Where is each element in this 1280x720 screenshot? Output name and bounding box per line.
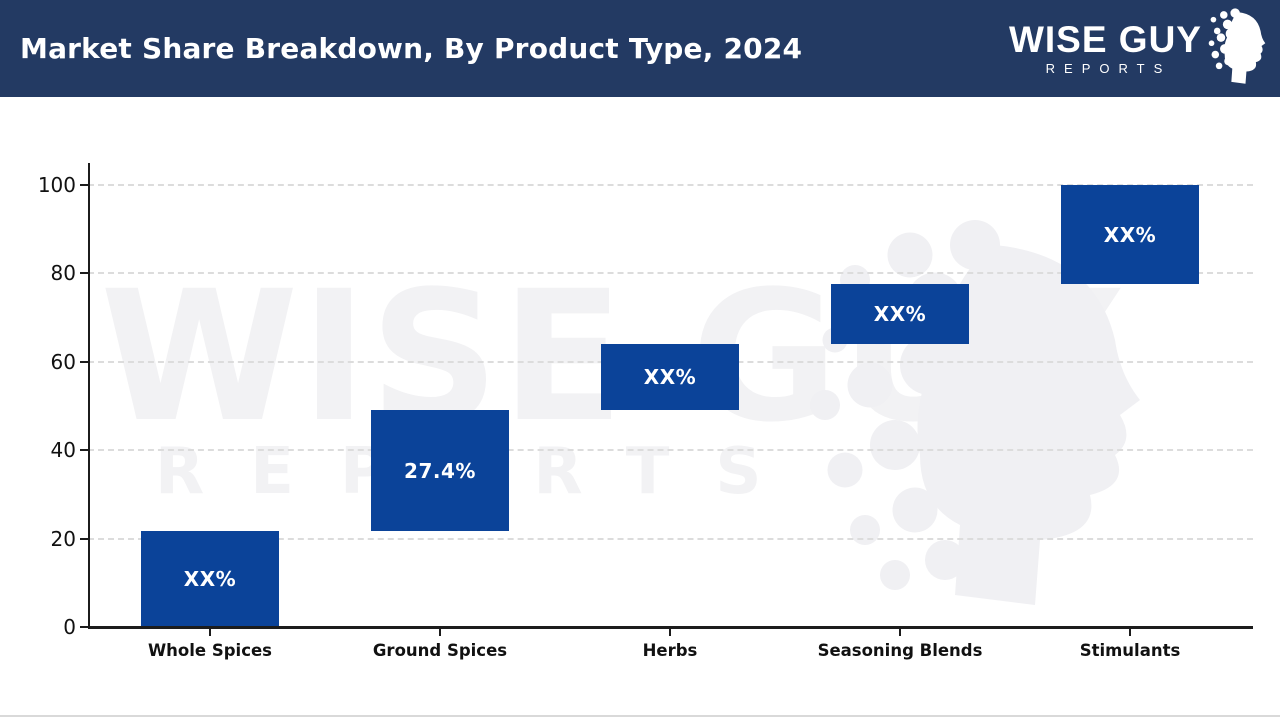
page-title: Market Share Breakdown, By Product Type,… <box>20 32 803 65</box>
y-tick-label: 40 <box>50 438 76 463</box>
x-axis-tick <box>439 627 441 636</box>
x-category-label: Stimulants <box>1079 641 1181 660</box>
x-axis <box>88 626 1253 629</box>
y-axis-tick <box>80 449 88 452</box>
bar-value-label: XX% <box>643 364 697 389</box>
y-axis-tick <box>80 272 88 275</box>
grid-line <box>88 537 1253 540</box>
y-tick-label: 20 <box>50 526 76 551</box>
bar-segment-herbs: XX% <box>601 343 739 410</box>
head-profile-icon <box>1204 7 1270 90</box>
y-axis-tick <box>80 537 88 540</box>
bar-segment-stimulants: XX% <box>1061 185 1199 284</box>
header-bar: Market Share Breakdown, By Product Type,… <box>0 0 1280 97</box>
y-axis-tick <box>80 626 88 628</box>
footer-divider <box>0 715 1280 717</box>
logo-subtitle: REPORTS <box>1045 61 1172 76</box>
grid-line <box>88 184 1253 186</box>
bar-segment-seasoning-blends: XX% <box>831 284 969 344</box>
x-axis-tick <box>899 627 901 636</box>
bar-segment-ground-spices: 27.4% <box>371 409 509 532</box>
x-axis-tick <box>1129 627 1131 636</box>
bar-segment-whole-spices: XX% <box>141 531 279 627</box>
wise-guy-logo: WISE GUY REPORTS <box>1008 7 1280 90</box>
y-axis-tick <box>80 360 88 363</box>
bar-value-label: 27.4% <box>404 458 476 483</box>
logo-wordmark: WISE GUY <box>1008 19 1202 60</box>
grid-line <box>88 272 1253 275</box>
y-tick-label: 60 <box>50 349 76 374</box>
x-axis-tick <box>209 627 211 636</box>
y-axis <box>88 163 90 629</box>
x-category-label: Herbs <box>642 641 698 660</box>
bar-value-label: XX% <box>1103 222 1157 247</box>
waterfall-chart: WISE GUY REPORTS 020406080100XX%27.4%XX%… <box>0 97 1280 717</box>
bar-value-label: XX% <box>873 301 927 326</box>
x-category-label: Ground Spices <box>372 641 508 660</box>
x-category-label: Whole Spices <box>147 641 273 660</box>
y-tick-label: 100 <box>37 173 76 197</box>
grid-line <box>88 449 1253 452</box>
y-axis-tick <box>80 184 88 186</box>
x-axis-tick <box>669 627 671 636</box>
x-category-label: Seasoning Blends <box>817 641 983 660</box>
bar-value-label: XX% <box>183 567 237 592</box>
y-tick-label: 0 <box>63 615 76 639</box>
y-tick-label: 80 <box>50 261 76 286</box>
